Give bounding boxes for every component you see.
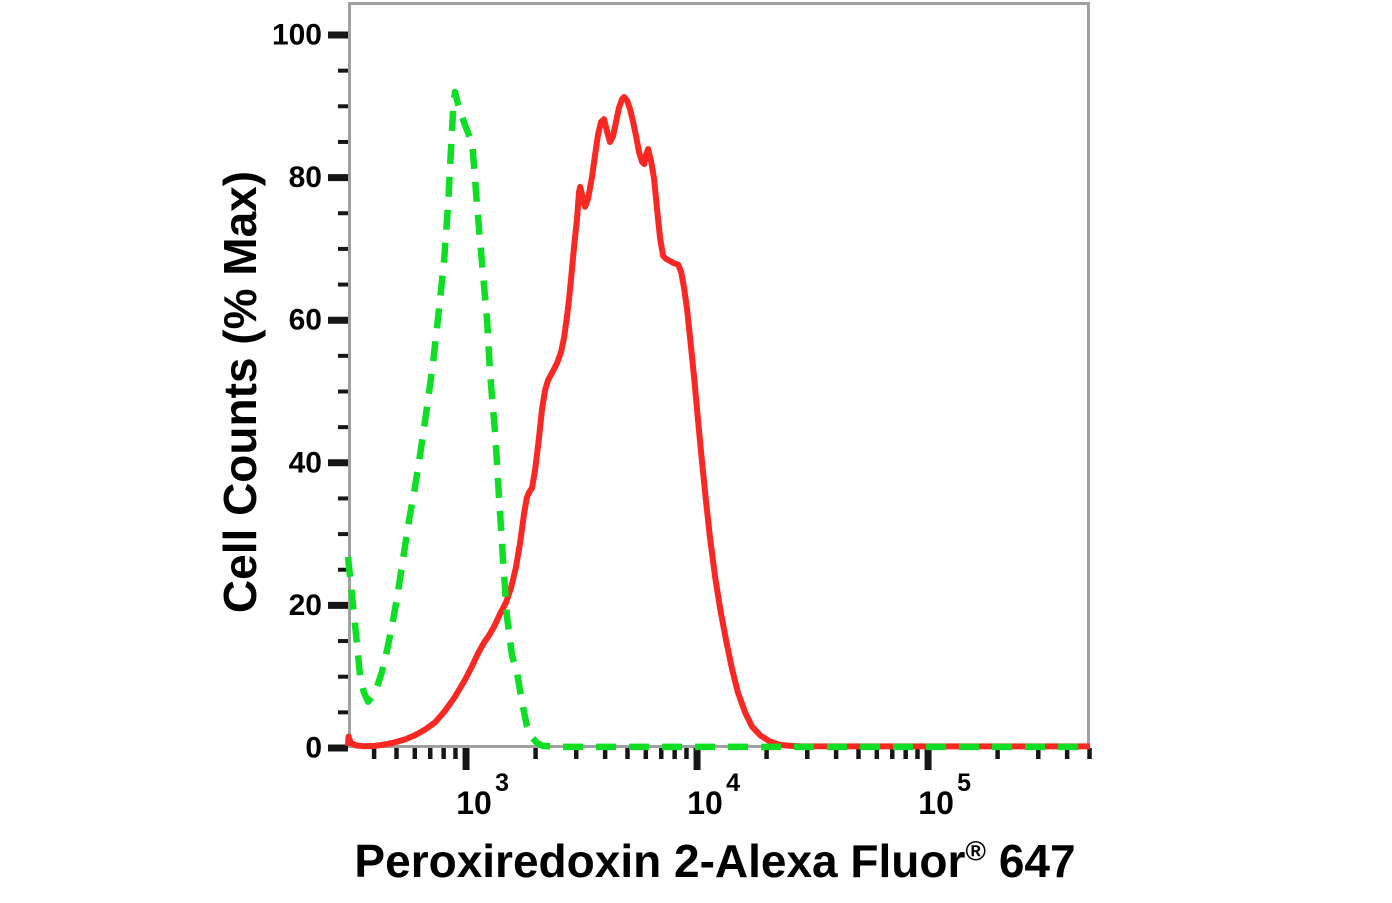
x-tick-label-exponent: 5 bbox=[957, 769, 971, 797]
y-tick-label: 100 bbox=[272, 19, 322, 52]
histogram-curve-red-solid bbox=[345, 94, 1090, 750]
x-tick-label-base: 10 bbox=[456, 785, 492, 821]
y-axis-title: Cell Counts (% Max) bbox=[214, 170, 266, 614]
y-tick-label: 20 bbox=[289, 589, 322, 622]
x-tick-label-base: 10 bbox=[918, 785, 954, 821]
axis-ticks bbox=[328, 31, 1092, 770]
x-tick-label-base: 10 bbox=[687, 785, 723, 821]
x-tick-label-exponent: 4 bbox=[726, 769, 740, 797]
y-tick-label: 0 bbox=[305, 732, 322, 765]
x-axis-title-text: Peroxiredoxin 2-Alexa Fluor bbox=[354, 835, 966, 887]
y-tick-label: 60 bbox=[289, 304, 322, 337]
registered-trademark-symbol: ® bbox=[965, 835, 987, 867]
x-tick-label-exponent: 3 bbox=[495, 769, 509, 797]
y-tick-label: 80 bbox=[289, 161, 322, 194]
y-tick-label: 40 bbox=[289, 446, 322, 479]
histogram-curve-green-dashed bbox=[344, 88, 1090, 751]
plot-border bbox=[348, 2, 1090, 748]
x-axis-title-suffix: 647 bbox=[986, 835, 1076, 887]
x-axis-title: Peroxiredoxin 2-Alexa Fluor® 647 bbox=[354, 835, 1076, 887]
